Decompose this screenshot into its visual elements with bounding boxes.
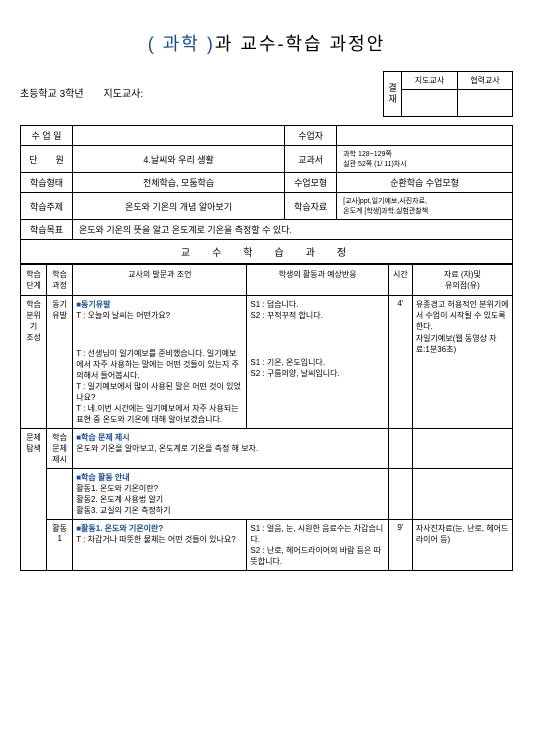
info-lbl: 학습자료 [285, 193, 337, 220]
note-cell [412, 429, 512, 469]
info-lbl: 교과서 [285, 146, 337, 173]
teacher-title: ■동기유발 [76, 300, 110, 309]
page-title: ( 과학 )과 교수-학습 과정안 [20, 30, 513, 56]
info-val: 4.날씨와 우리 생활 [73, 146, 285, 173]
info-val [73, 126, 285, 146]
student-cell: S1 : 얼음, 눈, 시원한 음료수는 차갑습니다. S2 : 난로, 헤어드… [247, 520, 389, 571]
teacher-title: ■학습 활동 안내 [76, 473, 129, 482]
info-val: 온도와 기온의 개념 알아보기 [73, 193, 285, 220]
info-val: 과학 128~129쪽 실관 52쪽 (1/ 11)차시 [337, 146, 513, 173]
teacher-cell: ■동기유발 T : 오늘의 날씨는 어떤가요? T : 선생님이 일기예보를 준… [73, 296, 247, 429]
approval-col1-header: 지도교사 [402, 72, 457, 90]
teacher-text: 온도와 기온을 알아보고, 온도계로 기온을 측정 해 보자. [76, 444, 258, 453]
lesson-h3: 교사의 발문과 조언 [73, 265, 247, 296]
lesson-h1: 학습 단계 [21, 265, 47, 296]
stage-cell: 학습 분위기 조성 [21, 296, 47, 429]
title-open: ( [148, 34, 156, 54]
approval-box: 결재 지도교사 협력교사 [383, 71, 513, 117]
info-lbl: 수 업 일 [21, 126, 73, 146]
teacher-cell: ■활동1. 온도와 기온이란? T : 차갑거나 따뜻한 물체는 어떤 것들이 … [73, 520, 247, 571]
proc-cell: 동기 유발 [47, 296, 73, 429]
note-cell: 유종경고 허용적인 분위기에서 수업이 시작될 수 있도록 한다. 자일기예보(… [412, 296, 512, 429]
info-val: 순환학습 수업모형 [337, 173, 513, 193]
approval-label: 결재 [384, 72, 402, 116]
lesson-h5: 시간 [388, 265, 412, 296]
section-header: 교 수 학 습 과 정 [20, 240, 513, 264]
title-subject: 과학 [156, 34, 207, 54]
info-val [337, 126, 513, 146]
teacher-text: T : 오늘의 날씨는 어떤가요? T : 선생님이 일기예보를 준비했습니다.… [76, 311, 241, 424]
teacher-title: ■활동1. 온도와 기온이란? [76, 524, 163, 533]
info-lbl: 수업자 [285, 126, 337, 146]
subtitle: 초등학교 3학년 지도교사: [20, 71, 383, 100]
info-table: 수 업 일 수업자 단 원 4.날씨와 우리 생활 교과서 과학 128~129… [20, 125, 513, 240]
info-lbl: 학습목표 [21, 220, 73, 240]
info-lbl: 학습주제 [21, 193, 73, 220]
approval-col1-body [402, 90, 457, 116]
approval-col2-header: 협력교사 [458, 72, 512, 90]
lesson-h6: 자료 (자)및 유의점(유) [412, 265, 512, 296]
info-val: [교사]ppt,일기예보,사진자료, 온도계 [학생]과학,실험관찰책 [337, 193, 513, 220]
student-cell: S1 : 덥습니다. S2 : 꾸적꾸적 합니다. S1 : 기온, 온도입니다… [247, 296, 389, 429]
stage-cell: 문제 탐색 [21, 429, 47, 571]
teacher-text: 활동1. 온도와 기온이란? 활동2. 온도계 사용법 알기 활동3. 교실의 … [76, 484, 170, 515]
proc-cell: 학습 문제 제시 [47, 429, 73, 469]
proc-cell [47, 469, 73, 520]
time-cell [388, 469, 412, 520]
info-lbl: 단 원 [21, 146, 73, 173]
info-val: 온도와 기온의 뜻을 알고 온도계로 기온을 측정할 수 있다. [73, 220, 513, 240]
info-lbl: 학습형태 [21, 173, 73, 193]
title-close: ) [207, 34, 215, 54]
title-rest: 과 교수-학습 과정안 [215, 34, 385, 54]
approval-col2-body [458, 90, 512, 116]
time-cell [388, 429, 412, 469]
teacher-title: ■학습 문제 제시 [76, 433, 129, 442]
note-cell [412, 469, 512, 520]
time-cell: 9' [388, 520, 412, 571]
teacher-text: T : 차갑거나 따뜻한 물체는 어떤 것들이 있나요? [76, 535, 235, 544]
info-val: 전체학습, 모둠학습 [73, 173, 285, 193]
lesson-table: 학습 단계 학습 과정 교사의 발문과 조언 학생의 활동과 예상반응 시간 자… [20, 264, 513, 571]
teacher-cell: ■학습 문제 제시 온도와 기온을 알아보고, 온도계로 기온을 측정 해 보자… [73, 429, 389, 469]
info-lbl: 수업모형 [285, 173, 337, 193]
proc-cell: 활동1 [47, 520, 73, 571]
note-cell: 자사진자료(눈, 난로, 헤어드라이어 등) [412, 520, 512, 571]
lesson-h2: 학습 과정 [47, 265, 73, 296]
lesson-h4: 학생의 활동과 예상반응 [247, 265, 389, 296]
teacher-cell: ■학습 활동 안내 활동1. 온도와 기온이란? 활동2. 온도계 사용법 알기… [73, 469, 389, 520]
time-cell: 4' [388, 296, 412, 429]
